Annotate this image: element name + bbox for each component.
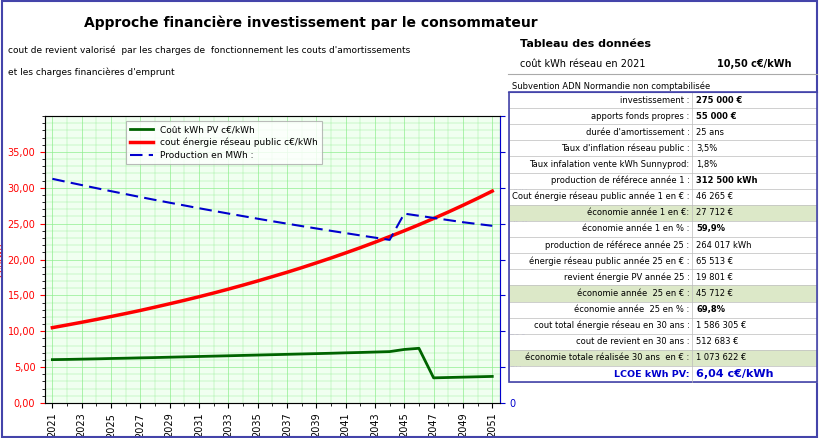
Text: 27 712 €: 27 712 € [696,208,733,217]
Text: cout de revient valorisé  par les charges de  fonctionnement les couts d'amortis: cout de revient valorisé par les charges… [8,46,410,56]
Text: Taux d'inflation réseau public :: Taux d'inflation réseau public : [561,144,690,153]
Text: 275 000 €: 275 000 € [696,95,743,105]
Text: investissement :: investissement : [620,95,690,105]
Text: 1,8%: 1,8% [696,160,717,169]
Text: et les charges financières d'emprunt: et les charges financières d'emprunt [8,68,174,78]
Text: coût kWh réseau en 2021: coût kWh réseau en 2021 [520,59,645,69]
Text: Tableau des données: Tableau des données [520,39,651,49]
Text: 46 265 €: 46 265 € [696,192,733,201]
Text: 10,50 c€/kWh: 10,50 c€/kWh [717,59,791,69]
Text: 1 073 622 €: 1 073 622 € [696,353,747,362]
Text: 25 ans: 25 ans [696,128,724,137]
Text: 3,5%: 3,5% [696,144,717,153]
Y-axis label: MWh: MWh [531,244,541,275]
Text: Subvention ADN Normandie non comptabilisée: Subvention ADN Normandie non comptabilis… [512,81,710,91]
Text: cout total énergie réseau en 30 ans :: cout total énergie réseau en 30 ans : [534,321,690,330]
Text: économie année  25 en % :: économie année 25 en % : [574,305,690,314]
Legend: Coût kWh PV c€/kWh, cout énergie réseau public c€/kWh, Production en MWh :: Coût kWh PV c€/kWh, cout énergie réseau … [126,120,323,164]
Text: 6,04 c€/kWh: 6,04 c€/kWh [696,369,774,379]
Text: 264 017 kWh: 264 017 kWh [696,240,752,250]
Text: 512 683 €: 512 683 € [696,337,739,346]
Text: 55 000 €: 55 000 € [696,112,737,120]
Text: Taux infalation vente kWh Sunnyprod:: Taux infalation vente kWh Sunnyprod: [529,160,690,169]
Text: 69,8%: 69,8% [696,305,725,314]
Text: 45 712 €: 45 712 € [696,289,733,298]
Text: production de référece année 25 :: production de référece année 25 : [545,240,690,250]
Text: 19 801 €: 19 801 € [696,273,733,282]
Text: Cout énergie réseau public année 1 en € :: Cout énergie réseau public année 1 en € … [512,192,690,201]
Text: énergie réseau public année 25 en € :: énergie réseau public année 25 en € : [529,257,690,266]
Text: 1 586 305 €: 1 586 305 € [696,321,747,330]
Text: 312 500 kWh: 312 500 kWh [696,176,758,185]
Text: économie totale réalisée 30 ans  en € :: économie totale réalisée 30 ans en € : [525,353,690,362]
Text: apports fonds propres :: apports fonds propres : [591,112,690,120]
Text: économie année 1 en % :: économie année 1 en % : [582,225,690,233]
Text: 65 513 €: 65 513 € [696,257,733,266]
Text: économie année  25 en € :: économie année 25 en € : [577,289,690,298]
Text: LCOE kWh PV:: LCOE kWh PV: [614,370,690,378]
Text: 59,9%: 59,9% [696,225,725,233]
Text: durée d'amortissement :: durée d'amortissement : [586,128,690,137]
Text: Approche financière investissement par le consommateur: Approche financière investissement par l… [84,15,538,30]
Text: cout de revient en 30 ans :: cout de revient en 30 ans : [576,337,690,346]
Y-axis label: c€/kwh: c€/kwh [0,242,5,277]
Text: production de référece année 1 :: production de référece année 1 : [550,176,690,185]
Text: revient énergie PV année 25 :: revient énergie PV année 25 : [563,272,690,282]
Text: économie année 1 en €:: économie année 1 en €: [587,208,690,217]
